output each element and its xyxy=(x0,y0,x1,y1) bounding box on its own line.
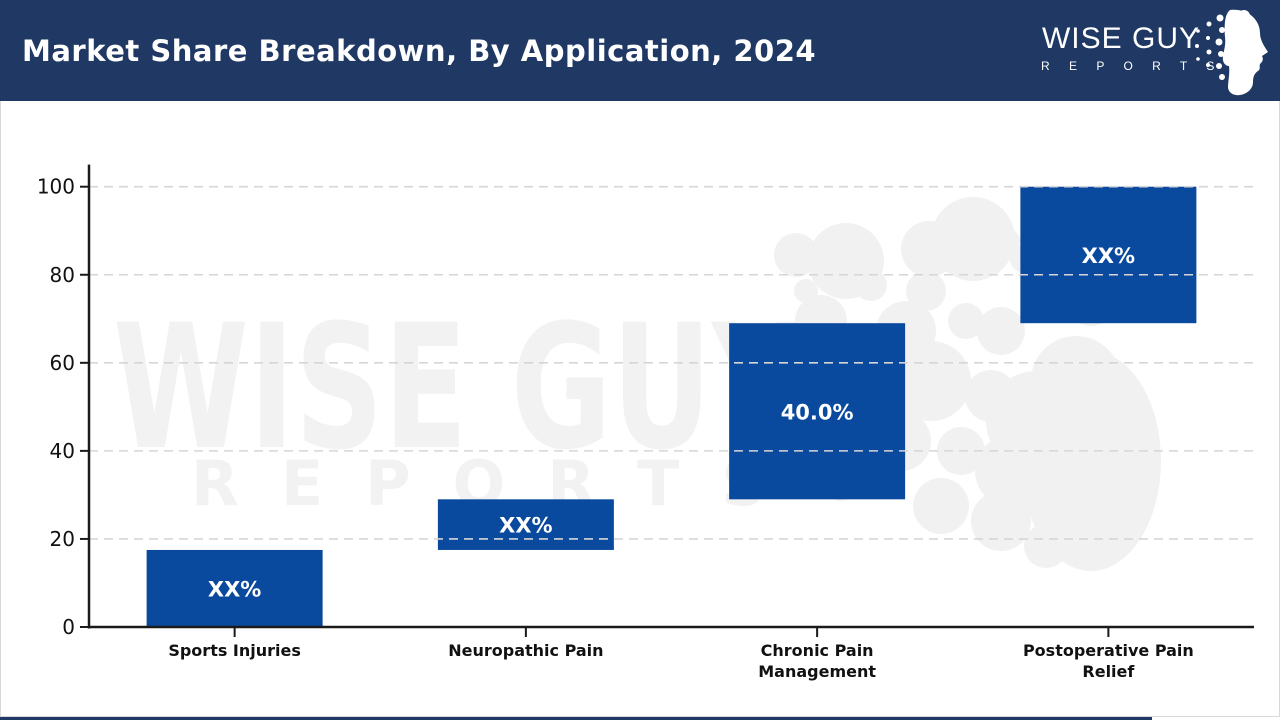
x-category-label: Chronic Pain Management xyxy=(758,641,876,681)
watermark-dot xyxy=(906,271,946,311)
watermark-dot xyxy=(774,233,818,277)
watermark-dot xyxy=(931,197,1015,281)
x-category-label: Sports Injuries xyxy=(168,641,301,660)
header-band: Market Share Breakdown, By Application, … xyxy=(0,0,1280,101)
y-tick-label: 0 xyxy=(62,615,75,639)
wise-guy-logo: WISE GUY R E P O R T S xyxy=(1035,4,1270,97)
chart-title: Market Share Breakdown, By Application, … xyxy=(22,33,817,68)
watermark-dot xyxy=(977,307,1025,355)
watermark-dot xyxy=(891,341,971,421)
y-tick-label: 60 xyxy=(50,351,75,375)
y-tick-label: 100 xyxy=(37,175,75,199)
logo-text: WISE GUY R E P O R T S xyxy=(1035,22,1223,73)
bar-value-label: XX% xyxy=(499,514,552,538)
logo-brand-text: WISE GUY xyxy=(1041,22,1200,55)
bar-value-label: XX% xyxy=(208,577,261,601)
bar xyxy=(437,499,614,550)
watermark-dot xyxy=(971,491,1031,551)
watermark-dot xyxy=(855,269,887,301)
bar-value-label: XX% xyxy=(1082,244,1135,268)
footer-accent-strip xyxy=(0,717,1152,720)
watermark-brand-text: WISE GUY xyxy=(113,287,803,488)
watermark-face-blob xyxy=(1021,351,1161,571)
logo-sub-text: R E P O R T S xyxy=(1041,59,1223,73)
y-tick-label: 20 xyxy=(50,527,75,551)
bar xyxy=(729,323,906,500)
y-tick-label: 80 xyxy=(50,263,75,287)
watermark-dot xyxy=(996,229,1020,253)
x-category-label: Postoperative Pain Relief xyxy=(1023,641,1194,681)
logo-face-icon xyxy=(1195,9,1268,96)
y-tick-label: 40 xyxy=(50,439,75,463)
bar xyxy=(146,549,323,627)
bar-value-label: 40.0% xyxy=(781,400,854,424)
x-category-label: Neuropathic Pain xyxy=(448,641,603,660)
watermark-dot xyxy=(948,303,984,339)
bar xyxy=(1020,186,1197,324)
watermark-dot xyxy=(913,478,969,534)
